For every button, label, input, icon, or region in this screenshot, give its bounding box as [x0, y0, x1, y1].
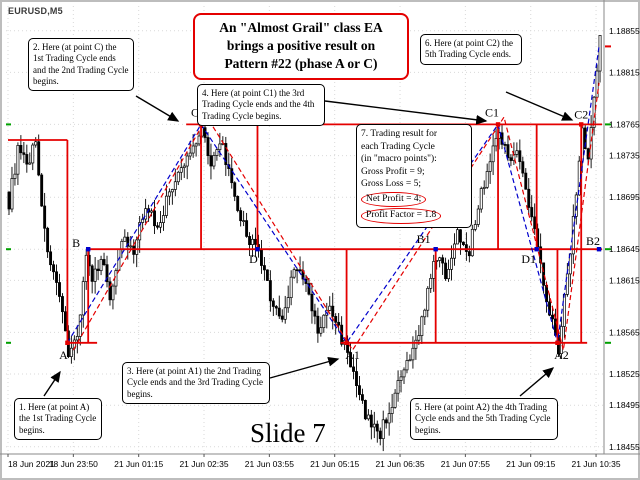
trade-marker-d1: [534, 247, 539, 252]
price-tick-label: 1.18815: [609, 67, 640, 77]
level-tick: [605, 248, 611, 251]
time-tick-label: 21 Jun 05:15: [310, 459, 359, 469]
time-tick-label: 21 Jun 07:55: [441, 459, 490, 469]
result-line-1: 7. Trading result for: [361, 129, 437, 139]
price-tick-label: 1.18525: [609, 369, 640, 379]
result-line-3: (in "macro points"):: [361, 154, 437, 165]
price-tick-label: 1.18765: [609, 119, 640, 129]
time-tick-label: 21 Jun 02:35: [179, 459, 228, 469]
point-markers-layer: A B C D A1 B1 C1 D1 A2 B2 C2: [6, 45, 611, 362]
profit-factor-highlight: Profit Factor = 1.8: [361, 208, 442, 224]
point-label-c1: C1: [485, 105, 499, 119]
callout-1-text: 1. Here (at point A) the 1st Trading Cyc…: [19, 402, 97, 435]
point-label-a1: A1: [345, 348, 360, 362]
point-label-d: D: [249, 252, 258, 266]
point-label-c: C: [191, 105, 199, 119]
time-tick-label: 21 Jun 06:35: [375, 459, 424, 469]
point-label-b2: B2: [586, 234, 600, 248]
callout-6-point-c2: 6. Here (at point C2) the 5th Trading Cy…: [420, 34, 522, 65]
level-tick: [605, 123, 611, 126]
result-gross-loss: Gross Loss = 5;: [361, 179, 421, 190]
trade-marker-a2: [555, 340, 560, 345]
level-tick: [6, 123, 11, 126]
result-profit-factor-row: Profit Factor = 1.8: [361, 207, 467, 224]
level-tick: [605, 341, 611, 344]
trade-marker-a: [65, 340, 70, 345]
title-line-1: An "Almost Grail" class EA: [219, 20, 383, 35]
time-tick-label: 21 Jun 09:15: [506, 459, 555, 469]
zigzag-layer: [66, 46, 600, 352]
callout-2-point-c: 2. Here (at point C) the 1st Trading Cyc…: [28, 38, 134, 91]
slide-number-label: Slide 7: [250, 418, 326, 448]
price-tick-label: 1.18695: [609, 192, 640, 202]
time-tick-label: 21 Jun 01:15: [114, 459, 163, 469]
price-tick-label: 1.18855: [609, 26, 640, 36]
result-net-profit-row: Net Profit = 4;: [361, 191, 467, 208]
price-tick-label: 1.18645: [609, 244, 640, 254]
point-label-c2: C2: [574, 107, 588, 121]
net-profit-highlight: Net Profit = 4;: [361, 191, 427, 208]
point-label-a2: A2: [554, 348, 569, 362]
candles-layer: [7, 35, 602, 452]
callout-3-point-a1: 3. Here (at point A1) the 2nd Trading Cy…: [122, 362, 270, 404]
title-line-3: Pattern #22 (phase A or C): [224, 56, 378, 72]
trade-marker-b1: [433, 247, 438, 252]
callout-5-text: 5. Here (at point A2) the 4th Trading Cy…: [415, 402, 551, 435]
callout-6-text: 6. Here (at point C2) the 5th Trading Cy…: [425, 38, 513, 60]
level-tick: [6, 341, 11, 344]
trade-marker-b2: [596, 247, 602, 252]
point-label-b: B: [72, 236, 80, 250]
callout-1-point-a: 1. Here (at point A) the 1st Trading Cyc…: [14, 398, 102, 440]
callout-4-text: 4. Here (at point C1) the 3rd Trading Cy…: [202, 88, 315, 121]
point-label-a: A: [59, 348, 68, 362]
trade-marker-c2: [579, 122, 584, 127]
point-label-d1: D1: [521, 252, 536, 266]
symbol-period-label: EURUSD,M5: [8, 6, 63, 16]
point-label-b1: B1: [417, 232, 431, 246]
result-gross-profit: Gross Profit = 9;: [361, 166, 425, 177]
callout-5-point-a2: 5. Here (at point A2) the 4th Trading Cy…: [410, 398, 558, 440]
callout-4-point-c1: 4. Here (at point C1) the 3rd Trading Cy…: [197, 84, 325, 126]
price-axis[interactable]: 1.18855 1.18815 1.18765 1.18735 1.18695 1.186…: [603, 0, 640, 454]
callout-3-text: 3. Here (at point A1) the 2nd Trading Cy…: [127, 366, 263, 399]
price-tick-label: 1.18565: [609, 327, 640, 337]
result-line-2: each Trading Cycle: [361, 141, 435, 152]
trade-marker-d: [255, 247, 260, 252]
time-tick-label: 18 Jun 2021: [8, 459, 55, 469]
title-line-2: brings a positive result on: [226, 38, 376, 54]
level-tick: [6, 248, 11, 251]
time-tick-label: 21 Jun 03:55: [245, 459, 294, 469]
time-tick-label: 18 Jun 23:50: [49, 459, 98, 469]
callout-arrows-layer: [43, 91, 574, 397]
last-price-tick: [605, 45, 611, 48]
trade-marker-b: [85, 247, 91, 252]
trade-marker-a1: [344, 340, 349, 345]
price-tick-label: 1.18735: [609, 151, 640, 161]
price-tick-label: 1.18455: [609, 442, 640, 452]
trade-marker-c1: [495, 122, 501, 127]
title-callout: An "Almost Grail" class EA brings a posi…: [193, 13, 409, 80]
callout-2-text: 2. Here (at point C) the 1st Trading Cyc…: [33, 42, 129, 86]
price-tick-label: 1.18615: [609, 275, 640, 285]
time-tick-label: 21 Jun 10:35: [571, 459, 620, 469]
callout-7-trading-results: 7. Trading result for each Trading Cycle…: [356, 124, 472, 228]
price-tick-label: 1.18495: [609, 400, 640, 410]
